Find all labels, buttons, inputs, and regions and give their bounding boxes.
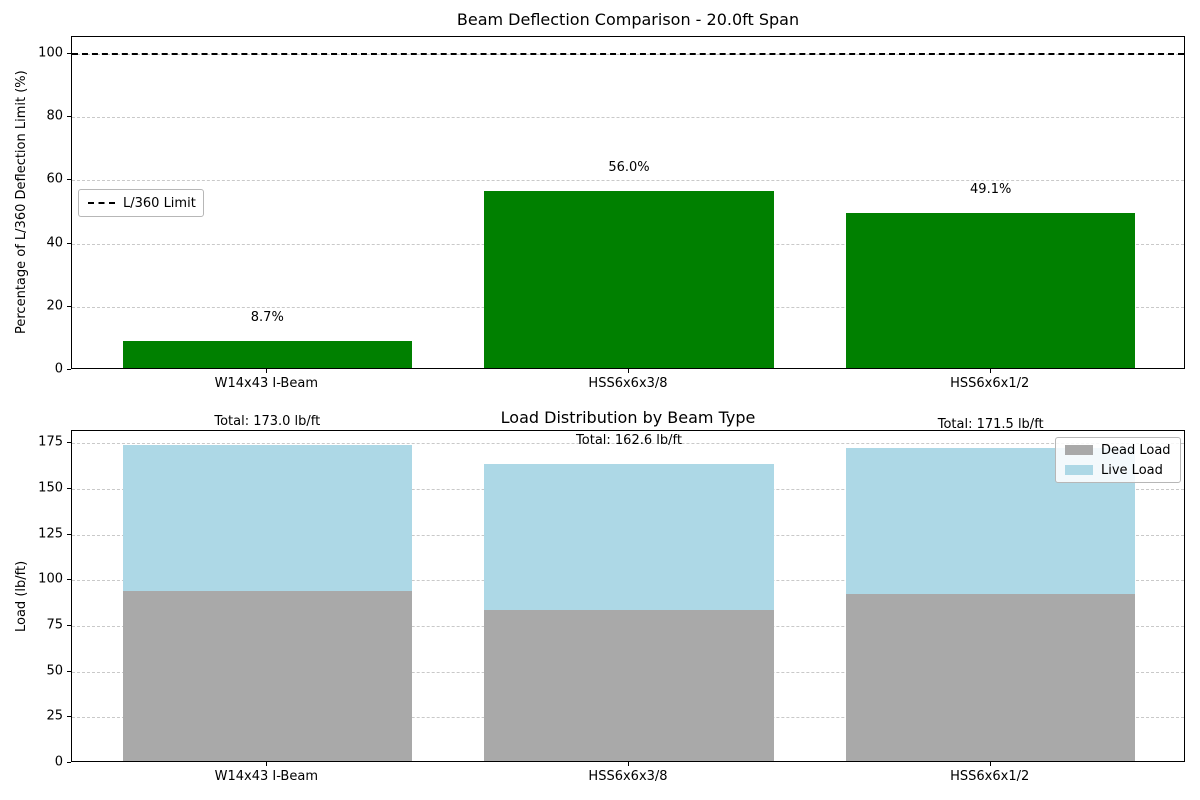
y-tick-mark bbox=[67, 242, 71, 244]
y-tick-mark bbox=[67, 53, 71, 55]
dead-load-bar bbox=[122, 591, 412, 761]
y-tick-label: 125 bbox=[38, 526, 63, 542]
total-label: Total: 173.0 lb/ft bbox=[214, 413, 321, 429]
gridline-y60 bbox=[72, 180, 1184, 182]
dead-load-bar bbox=[846, 593, 1136, 761]
y-tick-label: 50 bbox=[46, 663, 63, 679]
y-tick-label: 0 bbox=[54, 754, 63, 770]
bar-value-label: 56.0% bbox=[608, 160, 650, 176]
x-tick-mark bbox=[266, 762, 268, 766]
deflection-y-axis-label: Percentage of L/360 Deflection Limit (%) bbox=[14, 70, 29, 335]
x-tick-label: HSS6x6x3/8 bbox=[588, 769, 668, 784]
legend: L/360 Limit bbox=[78, 189, 204, 217]
x-tick-mark bbox=[628, 369, 629, 373]
load-y-axis-label: Load (lb/ft) bbox=[14, 560, 29, 632]
y-tick-label: 60 bbox=[46, 171, 63, 187]
bar-value-label: 49.1% bbox=[970, 181, 1012, 197]
x-tick-mark bbox=[989, 369, 991, 373]
y-tick-label: 100 bbox=[38, 571, 63, 587]
legend-entry: Dead Load bbox=[1065, 443, 1171, 458]
y-tick-mark bbox=[67, 579, 71, 581]
deflection-bar bbox=[484, 191, 774, 368]
y-tick-label: 75 bbox=[46, 617, 63, 633]
x-tick-label: HSS6x6x3/8 bbox=[588, 376, 668, 391]
dashed-line-sample bbox=[88, 202, 115, 204]
y-tick-mark bbox=[67, 487, 71, 489]
y-tick-label: 150 bbox=[38, 480, 63, 496]
x-tick-mark bbox=[266, 369, 268, 373]
live-load-bar bbox=[122, 444, 412, 592]
y-tick-label: 20 bbox=[46, 298, 63, 314]
load-plot-area: Total: 173.0 lb/ft Total: 162.6 lb/ft Tota… bbox=[71, 414, 1185, 762]
y-tick-mark bbox=[67, 670, 71, 672]
gridline-y175 bbox=[72, 443, 1184, 445]
deflection-chart: Beam Deflection Comparison - 20.0ft Span… bbox=[14, 10, 1185, 391]
legend: Dead Load Live Load bbox=[1055, 437, 1181, 483]
y-tick-label: 100 bbox=[38, 45, 63, 61]
live-load-bar bbox=[484, 463, 774, 611]
y-tick-label: 0 bbox=[54, 361, 63, 377]
legend-color-patch bbox=[1065, 465, 1093, 475]
bar-value-label: 8.7% bbox=[250, 309, 284, 325]
deflection-bar bbox=[122, 340, 412, 368]
total-label: Total: 171.5 lb/ft bbox=[937, 416, 1044, 432]
deflection-bar bbox=[846, 212, 1136, 368]
x-tick-label: W14x43 I-Beam bbox=[214, 769, 318, 784]
x-tick-mark bbox=[989, 762, 991, 766]
y-tick-mark bbox=[67, 533, 71, 535]
deflection-plot-area: 8.7% 56.0% 49.1% bbox=[71, 36, 1185, 369]
gridline-y80 bbox=[72, 117, 1184, 119]
load-chart-title: Load Distribution by Beam Type bbox=[500, 408, 756, 427]
legend-color-patch bbox=[1065, 445, 1093, 455]
legend-label: Live Load bbox=[1101, 462, 1163, 478]
total-label: Total: 162.6 lb/ft bbox=[576, 432, 682, 448]
y-tick-mark bbox=[67, 369, 71, 370]
y-tick-mark bbox=[67, 116, 71, 118]
y-tick-mark bbox=[67, 762, 71, 763]
y-tick-label: 25 bbox=[46, 708, 63, 724]
deflection-chart-title: Beam Deflection Comparison - 20.0ft Span bbox=[456, 10, 800, 29]
y-tick-mark bbox=[67, 716, 71, 718]
y-tick-label: 80 bbox=[46, 108, 63, 124]
y-tick-mark bbox=[67, 442, 71, 444]
y-tick-mark bbox=[67, 179, 71, 181]
legend-label: L/360 Limit bbox=[123, 195, 196, 211]
x-tick-mark bbox=[628, 762, 629, 766]
dead-load-bar bbox=[484, 610, 774, 761]
x-tick-label: HSS6x6x1/2 bbox=[950, 769, 1030, 784]
limit-line bbox=[72, 53, 1184, 56]
legend-label: Dead Load bbox=[1101, 442, 1171, 458]
legend-entry: Live Load bbox=[1065, 463, 1171, 478]
y-tick-mark bbox=[67, 305, 71, 307]
load-chart: Load Distribution by Beam Type Load (lb/… bbox=[0, 400, 1200, 800]
x-tick-label: W14x43 I-Beam bbox=[214, 376, 318, 391]
y-tick-label: 175 bbox=[38, 434, 63, 450]
x-tick-label: HSS6x6x1/2 bbox=[950, 376, 1030, 391]
legend-entry: L/360 Limit bbox=[88, 195, 196, 211]
y-tick-mark bbox=[67, 624, 71, 626]
y-tick-label: 40 bbox=[46, 235, 63, 251]
